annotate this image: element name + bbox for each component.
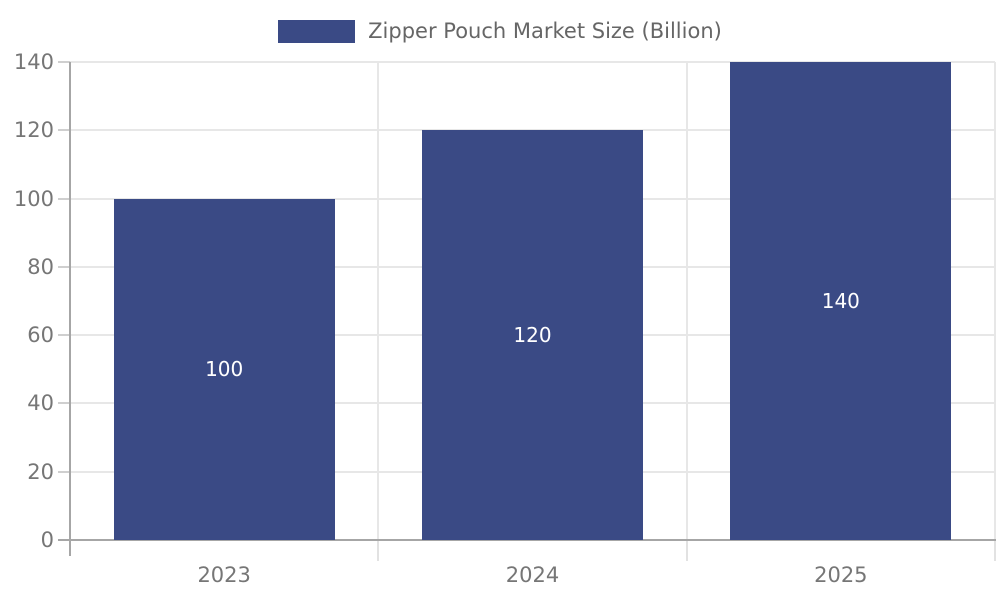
bar-value-label: 140 [821,289,860,313]
y-tick-label: 120 [13,118,54,143]
y-axis-tick [58,197,70,200]
y-tick-label: 60 [27,323,54,348]
bar [730,62,952,540]
y-tick-label: 140 [13,50,54,74]
legend-label: Zipper Pouch Market Size (Billion) [368,19,722,43]
y-axis-tick [58,129,70,132]
x-axis-line [58,539,996,541]
bar [113,198,335,540]
gridline-horizontal [70,61,995,63]
y-axis-tick [58,402,70,405]
y-axis-line [69,62,71,556]
y-axis-tick [58,61,70,63]
chart-legend: Zipper Pouch Market Size (Billion) [0,0,1000,62]
gridline-vertical [994,62,996,540]
x-axis-tick [377,540,380,561]
gridline-vertical [685,62,688,540]
y-tick-label: 100 [13,186,54,211]
x-axis-tick [685,540,688,561]
x-tick-label: 2025 [814,563,868,587]
x-axis-tick [994,540,996,561]
bar-value-label: 120 [513,323,552,348]
legend-swatch [278,19,356,43]
x-tick-label: 2023 [197,563,251,587]
bar [422,130,643,540]
y-tick-label: 0 [40,528,54,552]
y-tick-label: 80 [27,254,54,279]
y-tick-label: 40 [27,391,54,416]
y-axis-tick [58,334,70,337]
y-axis-tick [58,470,70,473]
bar-value-label: 100 [205,357,244,382]
y-axis-tick [58,265,70,268]
y-tick-label: 20 [27,459,54,484]
x-tick-label: 2024 [505,563,560,587]
gridline-vertical [377,62,380,540]
